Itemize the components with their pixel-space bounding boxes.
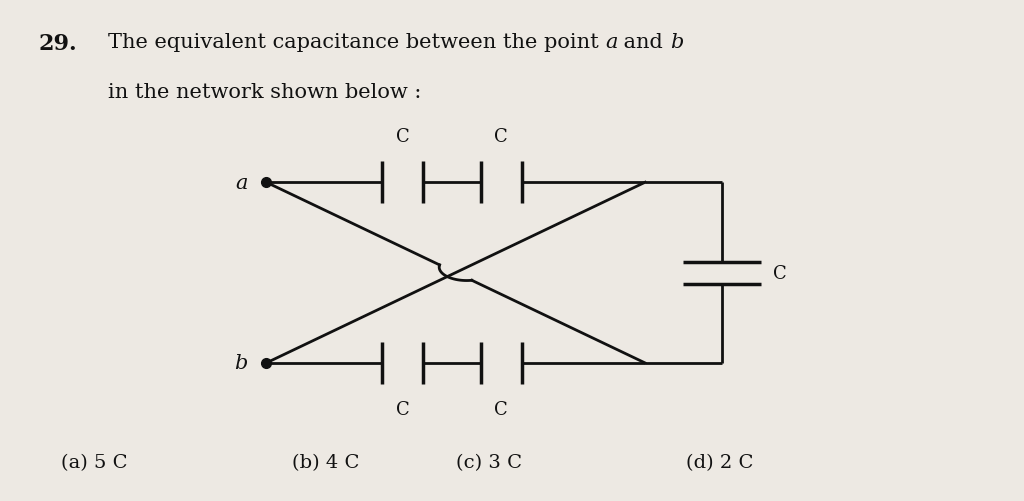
Text: (c) 3 C: (c) 3 C — [456, 453, 521, 471]
Text: C: C — [395, 400, 410, 418]
Text: in the network shown below :: in the network shown below : — [108, 83, 421, 102]
Text: 29.: 29. — [39, 33, 78, 55]
Text: (b) 4 C: (b) 4 C — [292, 453, 359, 471]
Text: and: and — [617, 33, 670, 52]
Text: C: C — [773, 264, 786, 282]
Text: (a) 5 C: (a) 5 C — [61, 453, 128, 471]
Text: a: a — [236, 173, 248, 192]
Text: C: C — [495, 128, 508, 146]
Text: The equivalent capacitance between the point: The equivalent capacitance between the p… — [108, 33, 605, 52]
Text: C: C — [495, 400, 508, 418]
Text: b: b — [670, 33, 683, 52]
Text: a: a — [605, 33, 617, 52]
Text: C: C — [395, 128, 410, 146]
Text: (d) 2 C: (d) 2 C — [686, 453, 754, 471]
Text: b: b — [234, 354, 248, 373]
